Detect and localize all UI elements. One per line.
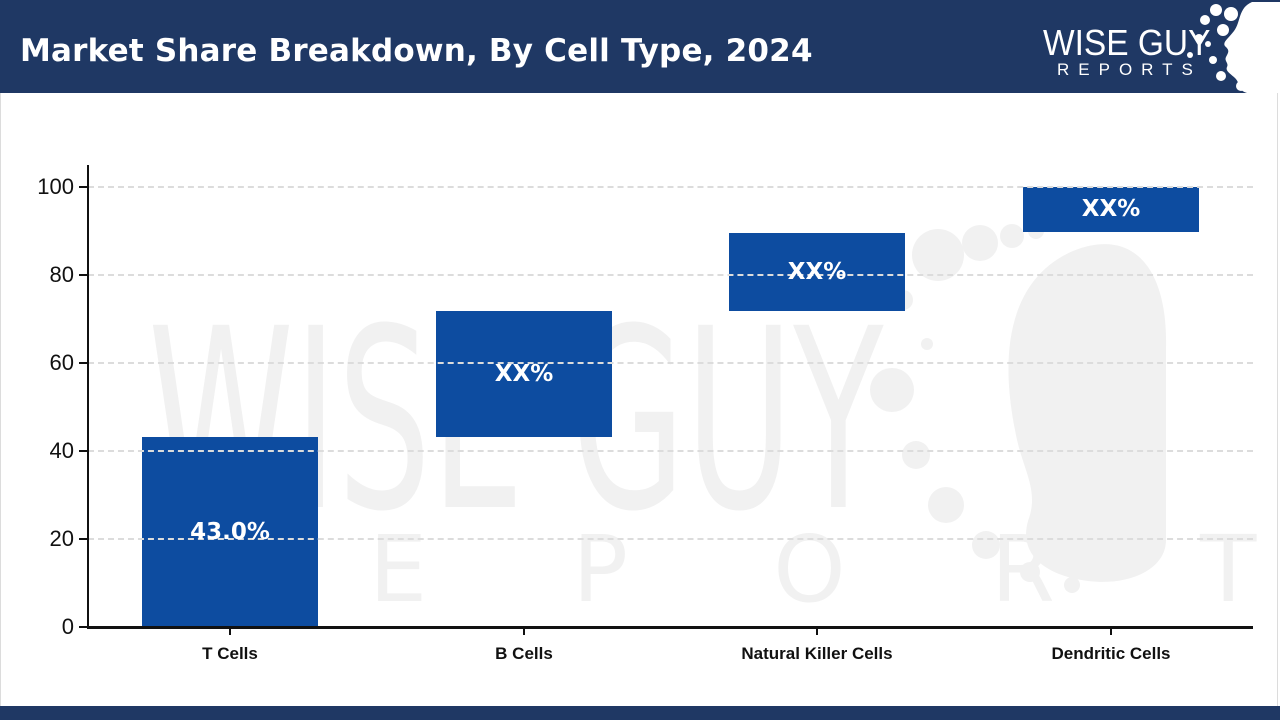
y-gridline <box>88 361 1253 364</box>
y-tick-label: 100 <box>37 173 74 199</box>
logo-reports-text: REPORTS <box>1057 60 1202 79</box>
waterfall-bar <box>729 232 905 311</box>
y-tick-label: 20 <box>49 525 74 551</box>
x-category-label: T Cells <box>202 644 258 663</box>
y-tick-mark <box>79 449 88 452</box>
bar-value-label: 43.0% <box>190 518 270 545</box>
footer-bar <box>0 706 1280 720</box>
y-gridline <box>88 449 1253 452</box>
y-tick-mark <box>79 537 88 540</box>
y-gridline <box>88 185 1253 188</box>
y-tick-mark <box>79 625 88 628</box>
x-category-label: B Cells <box>495 644 553 663</box>
left-edge-line <box>0 93 1 706</box>
y-gridline <box>88 273 1253 276</box>
right-edge-line <box>1277 93 1278 706</box>
x-category-label: Natural Killer Cells <box>741 644 893 663</box>
x-tick-mark <box>1110 628 1112 635</box>
y-tick-label: 40 <box>49 437 74 463</box>
page-title: Market Share Breakdown, By Cell Type, 20… <box>20 33 813 69</box>
x-tick-mark <box>229 628 231 635</box>
y-tick-mark <box>79 361 88 364</box>
y-gridline <box>88 537 1253 540</box>
x-tick-mark <box>816 628 818 635</box>
y-tick-mark <box>79 185 88 188</box>
waterfall-bar <box>436 311 612 438</box>
logo-head-icon <box>1187 2 1280 93</box>
bar-value-label: XX% <box>787 258 847 285</box>
header-bar: Market Share Breakdown, By Cell Type, 20… <box>0 0 1280 93</box>
x-axis-line <box>88 625 1253 629</box>
bar-value-label: XX% <box>494 361 554 388</box>
logo-wordmark: WISE GUY <box>1043 22 1211 63</box>
y-tick-mark <box>79 273 88 276</box>
waterfall-bar <box>1023 186 1199 232</box>
y-tick-label: 0 <box>61 613 74 639</box>
y-axis-line <box>87 165 89 629</box>
waterfall-bar <box>142 437 318 627</box>
x-category-label: Dendritic Cells <box>1051 644 1171 663</box>
x-tick-mark <box>523 628 525 635</box>
y-tick-label: 60 <box>49 349 74 375</box>
y-tick-label: 80 <box>49 261 74 287</box>
bar-value-label: XX% <box>1081 196 1141 223</box>
